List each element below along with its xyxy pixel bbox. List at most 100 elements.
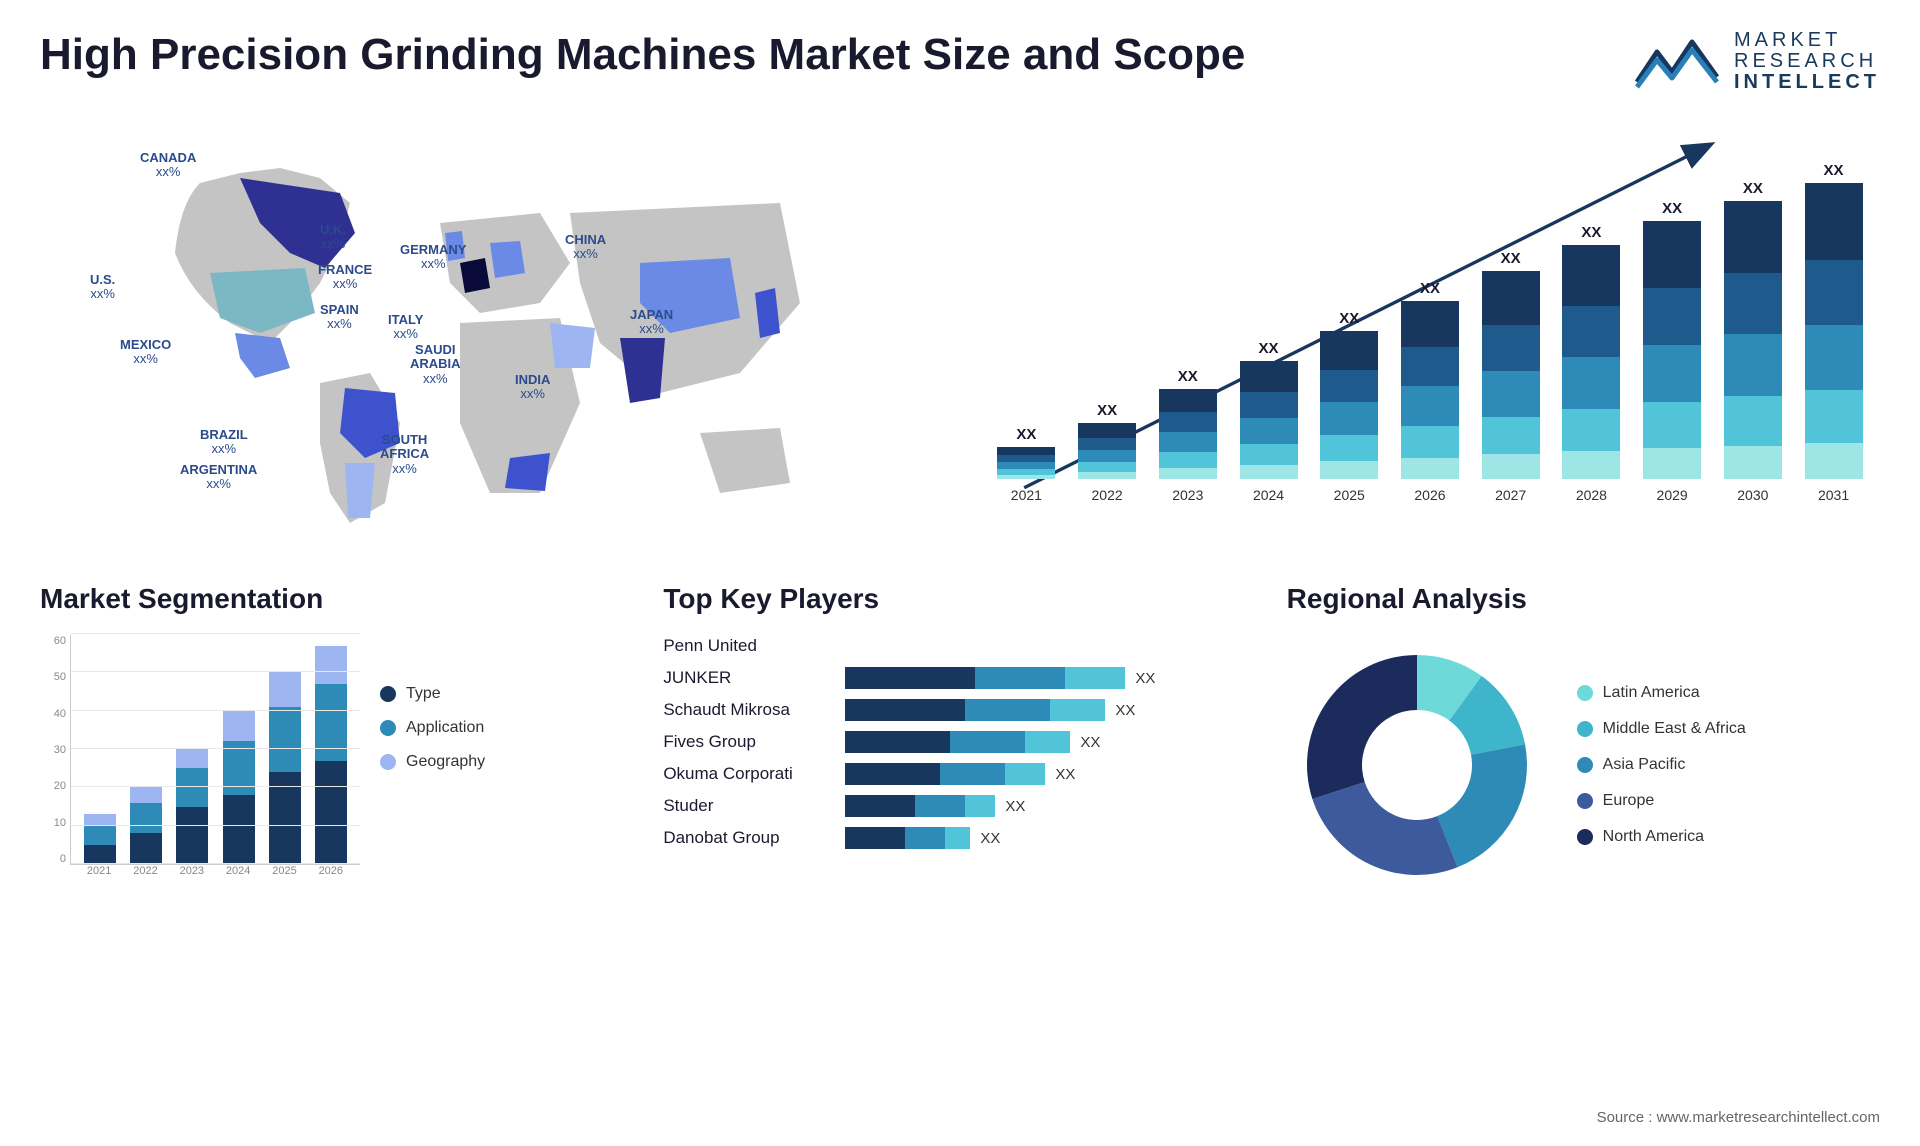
- bar-segment: [1401, 426, 1459, 458]
- bar-segment: [1401, 347, 1459, 386]
- key-player-row: Danobat Group XX: [663, 827, 1256, 849]
- bar-segment: [1320, 331, 1378, 369]
- logo-line1: MARKET: [1734, 30, 1880, 51]
- map-label: BRAZILxx%: [200, 428, 248, 457]
- bar-segment: [223, 795, 255, 864]
- bar-segment: [269, 672, 301, 707]
- key-player-bar: [845, 699, 1105, 721]
- bar-segment: [315, 684, 347, 761]
- map-label: FRANCExx%: [318, 263, 372, 292]
- segmentation-bar: [315, 646, 347, 864]
- legend-swatch-icon: [1577, 829, 1593, 845]
- market-size-bar: XX2029: [1643, 200, 1701, 503]
- donut-slice: [1312, 782, 1457, 875]
- key-player-value: XX: [1115, 702, 1135, 719]
- market-size-bar: XX2028: [1562, 224, 1620, 503]
- bar-segment: [1159, 432, 1217, 452]
- bar-segment: [1805, 443, 1863, 479]
- regional-title: Regional Analysis: [1287, 583, 1880, 615]
- segmentation-title: Market Segmentation: [40, 583, 633, 615]
- bar-segment: [130, 803, 162, 834]
- segmentation-bar: [223, 711, 255, 864]
- bar-segment: [1562, 451, 1620, 479]
- bar-value-label: XX: [1420, 280, 1440, 297]
- bar-segment: [1320, 370, 1378, 403]
- source-attribution: Source : www.marketresearchintellect.com: [1597, 1109, 1880, 1126]
- bar-segment: [1078, 450, 1136, 462]
- logo-text: MARKET RESEARCH INTELLECT: [1734, 30, 1880, 93]
- key-player-name: Fives Group: [663, 732, 833, 752]
- bar-segment: [1320, 402, 1378, 435]
- bar-segment: [905, 827, 945, 849]
- bar-segment: [1159, 389, 1217, 412]
- bar-segment: [1401, 458, 1459, 479]
- market-size-bar: XX 2026: [1401, 280, 1459, 503]
- bar-segment: [1805, 390, 1863, 443]
- bar-segment: [1240, 444, 1298, 465]
- market-size-bar: XX2031: [1805, 162, 1863, 503]
- segmentation-bar: [176, 749, 208, 864]
- map-label: ITALYxx%: [388, 313, 423, 342]
- map-region: [345, 463, 375, 518]
- bar-segment: [1320, 461, 1378, 479]
- bar-value-label: XX: [1339, 310, 1359, 327]
- key-player-row: JUNKERXX: [663, 667, 1256, 689]
- y-tick-label: 50: [40, 671, 70, 683]
- bar-value-label: XX: [1178, 368, 1198, 385]
- bar-year-label: 2028: [1576, 487, 1607, 503]
- bar-segment: [1562, 409, 1620, 451]
- bar-segment: [965, 795, 995, 817]
- bar-segment: [315, 646, 347, 684]
- legend-swatch-icon: [380, 686, 396, 702]
- bar-segment: [845, 699, 965, 721]
- regional-donut-chart: [1287, 635, 1547, 895]
- market-size-bar-chart: XX2021XX2022XX2023XX2024XX2025XX2026XX20…: [980, 123, 1880, 543]
- key-player-row: Schaudt MikrosaXX: [663, 699, 1256, 721]
- bar-segment: [315, 761, 347, 865]
- bar-segment: [1078, 462, 1136, 472]
- map-label: CANADAxx%: [140, 151, 196, 180]
- bar-value-label: XX: [1743, 180, 1763, 197]
- y-tick-label: 20: [40, 780, 70, 792]
- legend-swatch-icon: [380, 754, 396, 770]
- key-player-value: XX: [980, 830, 1000, 847]
- bar-segment: [1562, 357, 1620, 408]
- legend-swatch-icon: [380, 720, 396, 736]
- bar-segment: [1005, 763, 1045, 785]
- page-title: High Precision Grinding Machines Market …: [40, 30, 1245, 80]
- map-label: ARGENTINAxx%: [180, 463, 257, 492]
- key-player-name: Danobat Group: [663, 828, 833, 848]
- y-tick-label: 30: [40, 744, 70, 756]
- map-region: [490, 241, 525, 278]
- key-player-bar: [845, 827, 970, 849]
- map-region: [550, 323, 595, 368]
- logo-line3: INTELLECT: [1734, 72, 1880, 93]
- legend-label: Europe: [1603, 792, 1655, 810]
- legend-item: Geography: [380, 753, 485, 771]
- donut-slice: [1437, 744, 1527, 867]
- regional-panel: Regional Analysis Latin AmericaMiddle Ea…: [1287, 583, 1880, 895]
- bar-year-label: 2024: [1253, 487, 1284, 503]
- bar-segment: [1805, 183, 1863, 260]
- key-player-row: Okuma CorporatiXX: [663, 763, 1256, 785]
- legend-swatch-icon: [1577, 793, 1593, 809]
- bar-year-label: 2022: [1092, 487, 1123, 503]
- segmentation-bar: [130, 787, 162, 864]
- key-player-bar: [845, 763, 1045, 785]
- segmentation-legend: TypeApplicationGeography: [380, 635, 485, 895]
- bar-segment: [845, 827, 905, 849]
- bar-segment: [1482, 417, 1540, 454]
- segmentation-bar: [269, 672, 301, 864]
- bar-segment: [1643, 288, 1701, 345]
- legend-swatch-icon: [1577, 757, 1593, 773]
- bar-segment: [1643, 345, 1701, 402]
- world-map-chart: CANADAxx%U.S.xx%MEXICOxx%BRAZILxx%ARGENT…: [40, 123, 940, 543]
- bar-segment: [975, 667, 1065, 689]
- bar-segment: [1724, 273, 1782, 334]
- bar-segment: [1562, 306, 1620, 357]
- key-player-row: Fives GroupXX: [663, 731, 1256, 753]
- bar-segment: [997, 462, 1055, 469]
- bar-year-label: 2026: [1414, 487, 1445, 503]
- bar-segment: [1562, 245, 1620, 306]
- bar-year-label: 2029: [1657, 487, 1688, 503]
